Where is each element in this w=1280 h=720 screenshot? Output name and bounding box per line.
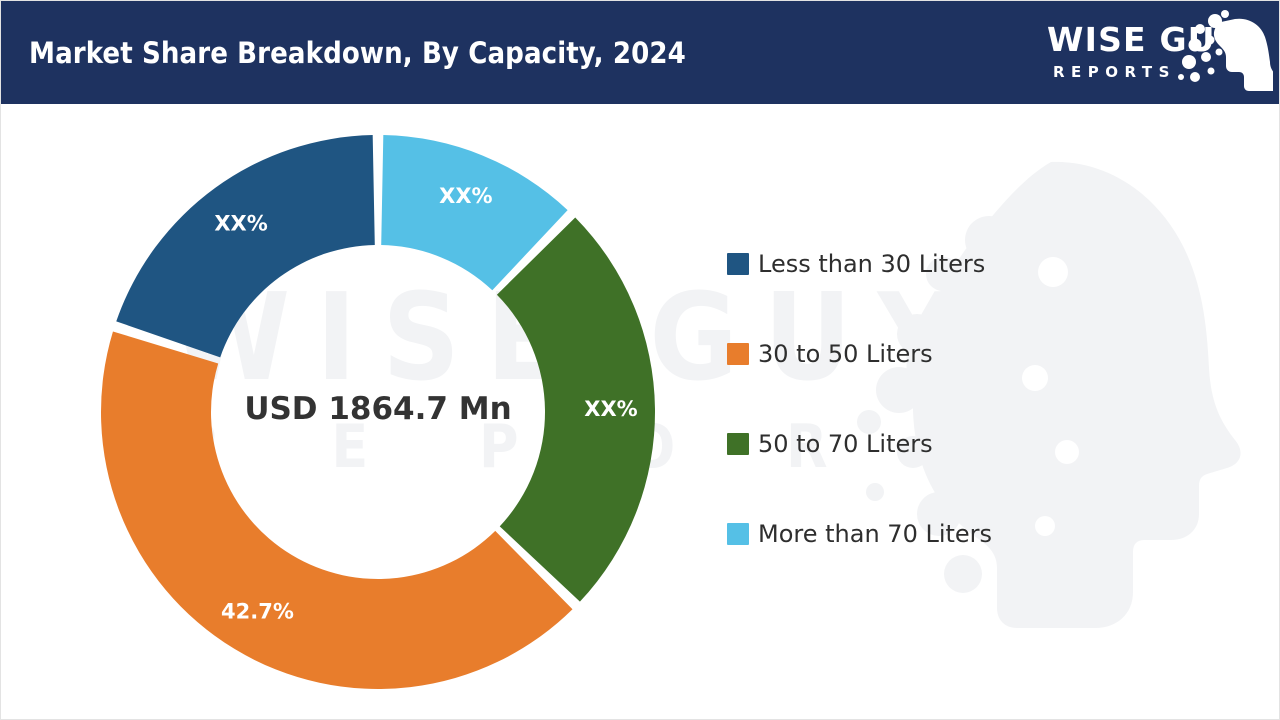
header-bar: Market Share Breakdown, By Capacity, 202… xyxy=(1,1,1279,104)
legend-item[interactable]: 30 to 50 Liters xyxy=(727,340,1147,368)
chart-legend: Less than 30 Liters 30 to 50 Liters 50 to … xyxy=(727,250,1147,548)
slice-data-label: XX% xyxy=(214,211,267,235)
slice-data-label: 42.7% xyxy=(221,599,294,623)
donut-slices xyxy=(101,135,656,689)
legend-item-label: 30 to 50 Liters xyxy=(758,340,933,368)
donut-slice[interactable] xyxy=(116,135,375,358)
legend-color-swatch xyxy=(727,343,749,365)
legend-item[interactable]: More than 70 Liters xyxy=(727,520,1147,548)
slice-data-label: XX% xyxy=(584,397,637,421)
donut-slice-labels: XX% XX% 42.7% XX% xyxy=(214,184,637,623)
donut-slice[interactable] xyxy=(496,217,656,602)
donut-chart: XX% XX% 42.7% XX% USD 1864.7 Mn xyxy=(101,135,656,689)
svg-text:REPORTS: REPORTS xyxy=(1053,63,1176,81)
legend-item[interactable]: Less than 30 Liters xyxy=(727,250,1147,278)
legend-item[interactable]: 50 to 70 Liters xyxy=(727,430,1147,458)
page-title: Market Share Breakdown, By Capacity, 202… xyxy=(29,35,686,70)
legend-item-label: Less than 30 Liters xyxy=(758,250,986,278)
slice-data-label: XX% xyxy=(439,184,492,208)
legend-item-label: More than 70 Liters xyxy=(758,520,993,548)
legend-color-swatch xyxy=(727,253,749,275)
donut-svg: XX% XX% 42.7% XX% xyxy=(101,135,656,689)
legend-item-label: 50 to 70 Liters xyxy=(758,430,933,458)
legend-color-swatch xyxy=(727,433,749,455)
legend-color-swatch xyxy=(727,523,749,545)
wise-guy-reports-logo: WISE GUY REPORTS xyxy=(1043,5,1273,97)
donut-slice[interactable] xyxy=(101,331,573,689)
donut-slice[interactable] xyxy=(381,135,568,291)
